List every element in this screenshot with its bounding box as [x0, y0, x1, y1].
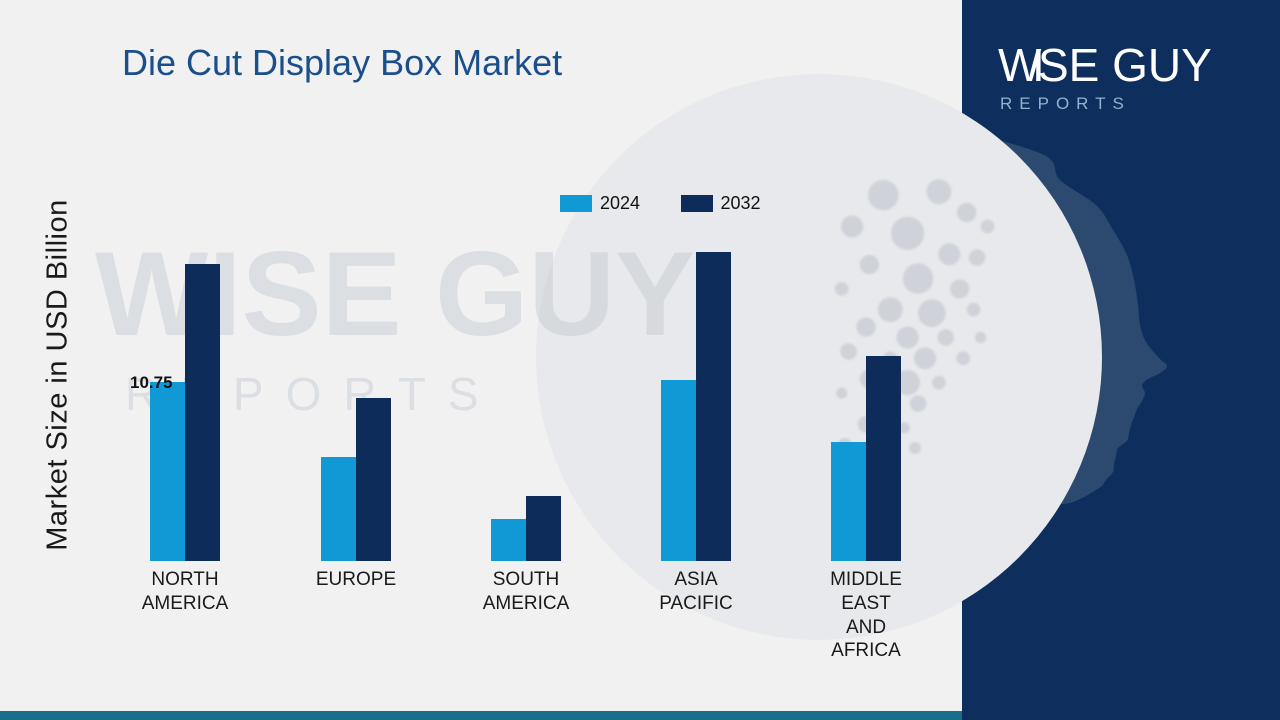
svg-text:SE GUY: SE GUY	[1038, 39, 1212, 91]
svg-text:REPORTS: REPORTS	[1000, 94, 1131, 113]
